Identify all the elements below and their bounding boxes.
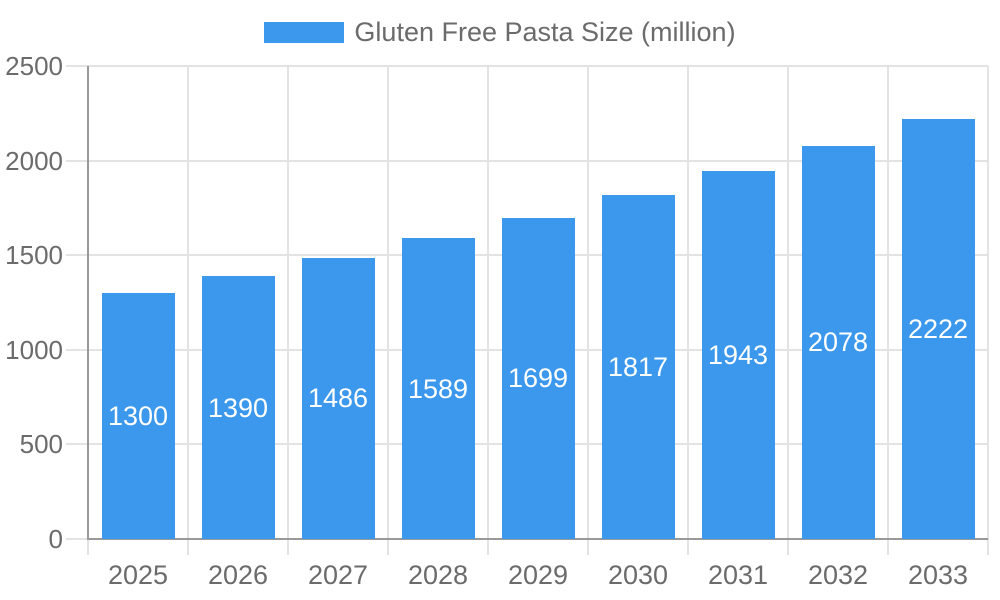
- x-axis-tick: [587, 539, 589, 555]
- x-axis-tick: [87, 539, 89, 555]
- y-axis-tick-label: 1000: [5, 335, 63, 365]
- x-axis-label-2029: 2029: [507, 560, 569, 590]
- gridline-h-2000: [66, 160, 988, 162]
- gridline-v: [587, 66, 589, 539]
- y-axis-tick-label: 0: [48, 524, 63, 554]
- bar-2032[interactable]: [802, 146, 875, 539]
- x-axis-tick: [887, 539, 889, 555]
- y-axis-line: [87, 66, 89, 539]
- bar-2030[interactable]: [602, 195, 675, 539]
- x-axis-tick: [787, 539, 789, 555]
- x-axis-tick: [187, 539, 189, 555]
- gridline-v: [487, 66, 489, 539]
- x-axis-label-2027: 2027: [307, 560, 369, 590]
- x-axis-label-2032: 2032: [807, 560, 869, 590]
- bar-2025[interactable]: [102, 293, 175, 539]
- gridline-v: [387, 66, 389, 539]
- gridline-v: [987, 66, 989, 539]
- gridline-h-2500: [66, 65, 988, 67]
- x-axis-tick: [387, 539, 389, 555]
- x-axis-label-2031: 2031: [707, 560, 769, 590]
- gridline-v: [787, 66, 789, 539]
- x-axis-line: [87, 538, 988, 540]
- bar-2026[interactable]: [202, 276, 275, 539]
- legend-label: Gluten Free Pasta Size (million): [354, 17, 736, 47]
- x-axis-label-2025: 2025: [107, 560, 169, 590]
- x-axis-tick: [287, 539, 289, 555]
- x-axis-tick: [987, 539, 989, 555]
- x-axis-label-2030: 2030: [607, 560, 669, 590]
- bar-2029[interactable]: [502, 218, 575, 539]
- bar-2027[interactable]: [302, 258, 375, 539]
- x-axis-label-2033: 2033: [907, 560, 969, 590]
- x-axis-label-2028: 2028: [407, 560, 469, 590]
- gridline-v: [687, 66, 689, 539]
- y-axis-tick-label: 500: [19, 429, 63, 459]
- legend[interactable]: Gluten Free Pasta Size (million): [0, 18, 1000, 46]
- gridline-v: [187, 66, 189, 539]
- x-axis-tick: [687, 539, 689, 555]
- legend-swatch: [264, 21, 345, 43]
- y-axis-tick-label: 1500: [5, 240, 63, 270]
- bar-2031[interactable]: [702, 171, 775, 539]
- y-axis-tick-label: 2500: [5, 51, 63, 81]
- x-axis-tick: [487, 539, 489, 555]
- y-axis-tick-label: 2000: [5, 146, 63, 176]
- bar-2028[interactable]: [402, 238, 475, 539]
- x-axis-label-2026: 2026: [207, 560, 269, 590]
- gridline-v: [887, 66, 889, 539]
- gridline-v: [287, 66, 289, 539]
- bar-2033[interactable]: [902, 119, 975, 539]
